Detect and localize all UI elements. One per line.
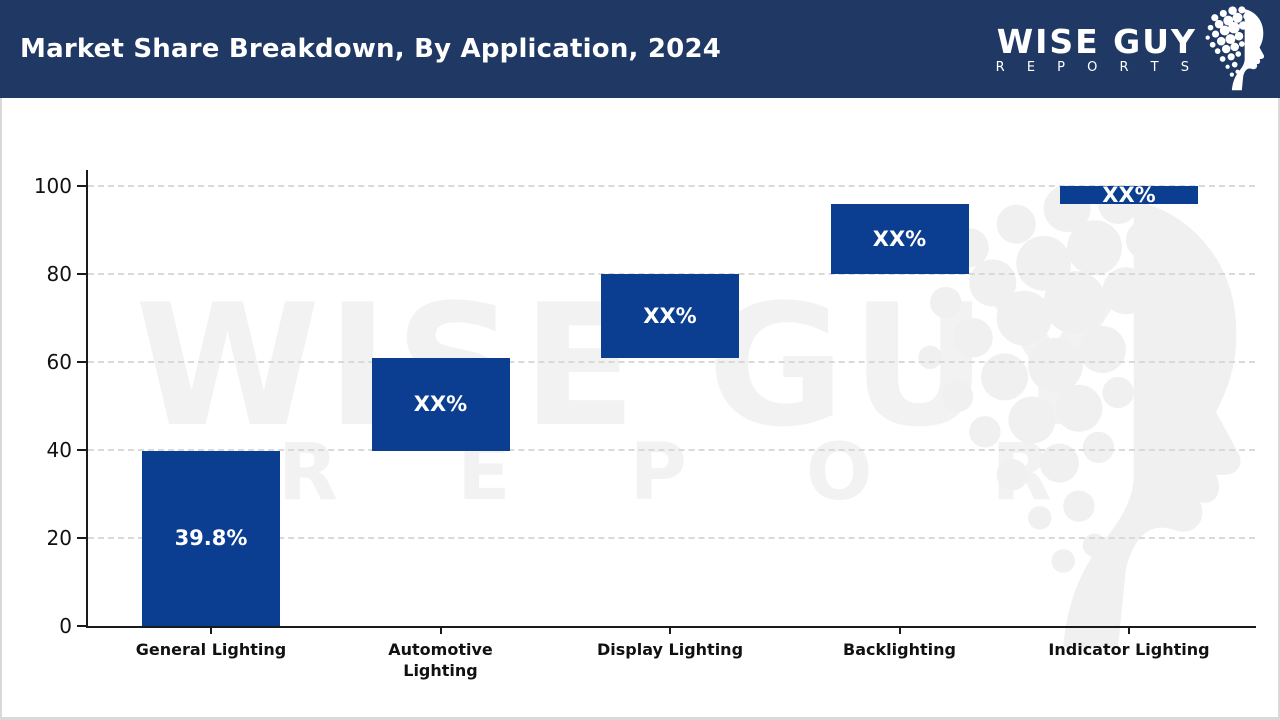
x-category-label: Indicator Lighting [1014,640,1244,661]
bar-value-label: XX% [872,226,927,251]
x-category-label: General Lighting [96,640,326,661]
brand-name: WISE GUY [996,21,1197,61]
x-category-label-line: Lighting [403,660,478,680]
gridline [88,361,1255,363]
gridline [88,185,1255,187]
x-tick-mark [898,626,901,634]
x-category-label: Display Lighting [555,640,785,661]
brand-head-icon [1202,6,1266,92]
bar-segment: XX% [1060,186,1198,204]
x-category-label: Backlighting [785,640,1015,661]
brand-logo-text: WISE GUY R E P O R T S [996,25,1198,74]
x-axis-line [86,626,1256,628]
y-tick-mark [77,361,86,363]
header-band: Market Share Breakdown, By Application, … [0,0,1280,98]
bar-segment: XX% [371,357,510,451]
y-axis-line [86,170,88,628]
page-title: Market Share Breakdown, By Application, … [20,34,722,64]
x-category-label-line: General Lighting [135,640,287,659]
x-category-label: Automotive Lighting [326,640,556,682]
x-category-label-line: Indicator Lighting [1048,640,1210,659]
gridline [88,537,1255,539]
bar-value-label: 39.8% [174,526,248,551]
bar-segment: 39.8% [142,450,280,626]
y-tick-mark [77,185,86,187]
y-tick-mark [77,449,86,451]
x-tick-mark [1128,626,1130,634]
brand-subtitle: R E P O R T S [995,59,1198,75]
y-tick-mark [77,537,86,539]
y-tick-label: 100 [33,174,72,198]
x-tick-mark [669,626,671,634]
y-tick-label: 80 [46,262,72,286]
y-tick-mark [77,273,86,275]
y-tick-label: 20 [46,526,72,550]
x-tick-mark [439,626,442,634]
y-tick-label: 0 [59,614,72,638]
brand-logo: WISE GUY R E P O R T S [996,6,1266,92]
bar-segment: XX% [601,274,739,358]
x-category-label-line: Backlighting [843,640,956,659]
bar-value-label: XX% [413,392,468,417]
x-tick-mark [210,626,212,634]
y-tick-mark [77,625,86,627]
bar-value-label: XX% [643,303,697,328]
y-tick-label: 60 [46,350,72,374]
y-tick-label: 40 [46,438,72,462]
bar-value-label: XX% [1102,186,1156,204]
x-category-label-line: Display Lighting [596,640,744,659]
bar-segment: XX% [830,203,969,274]
gridline [88,449,1255,451]
x-category-label-line: Automotive [388,640,493,659]
